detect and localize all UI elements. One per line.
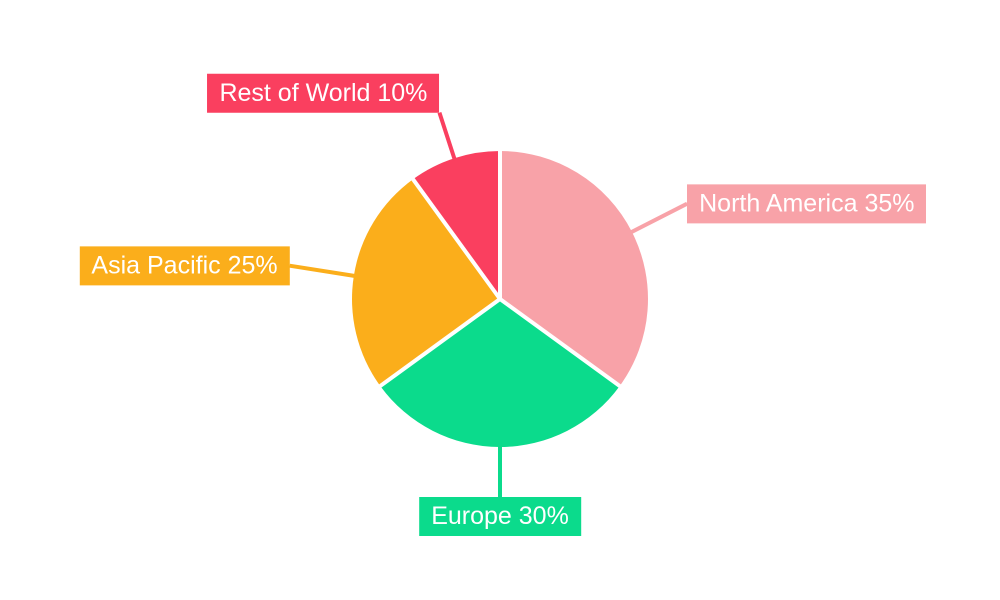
leader-line-asia-pacific bbox=[289, 263, 357, 279]
slice-label-north-america: North America 35% bbox=[687, 184, 927, 224]
slice-gap-line bbox=[498, 297, 622, 389]
slice-gap-line bbox=[410, 177, 502, 301]
slice-label-asia-pacific: Asia Pacific 25% bbox=[79, 246, 290, 286]
pie-slice-europe[interactable] bbox=[380, 299, 620, 447]
pie-slice-rest-of-world[interactable] bbox=[413, 151, 500, 299]
slice-gap-line bbox=[378, 297, 502, 389]
pie-slice-asia-pacific[interactable] bbox=[352, 179, 500, 386]
slice-label-europe: Europe 30% bbox=[419, 497, 581, 537]
slice-label-rest-of-world: Rest of World 10% bbox=[207, 73, 440, 113]
leader-line-rest-of-world bbox=[437, 111, 457, 161]
leader-line-north-america bbox=[629, 201, 689, 235]
pie-slice-north-america[interactable] bbox=[500, 151, 648, 386]
